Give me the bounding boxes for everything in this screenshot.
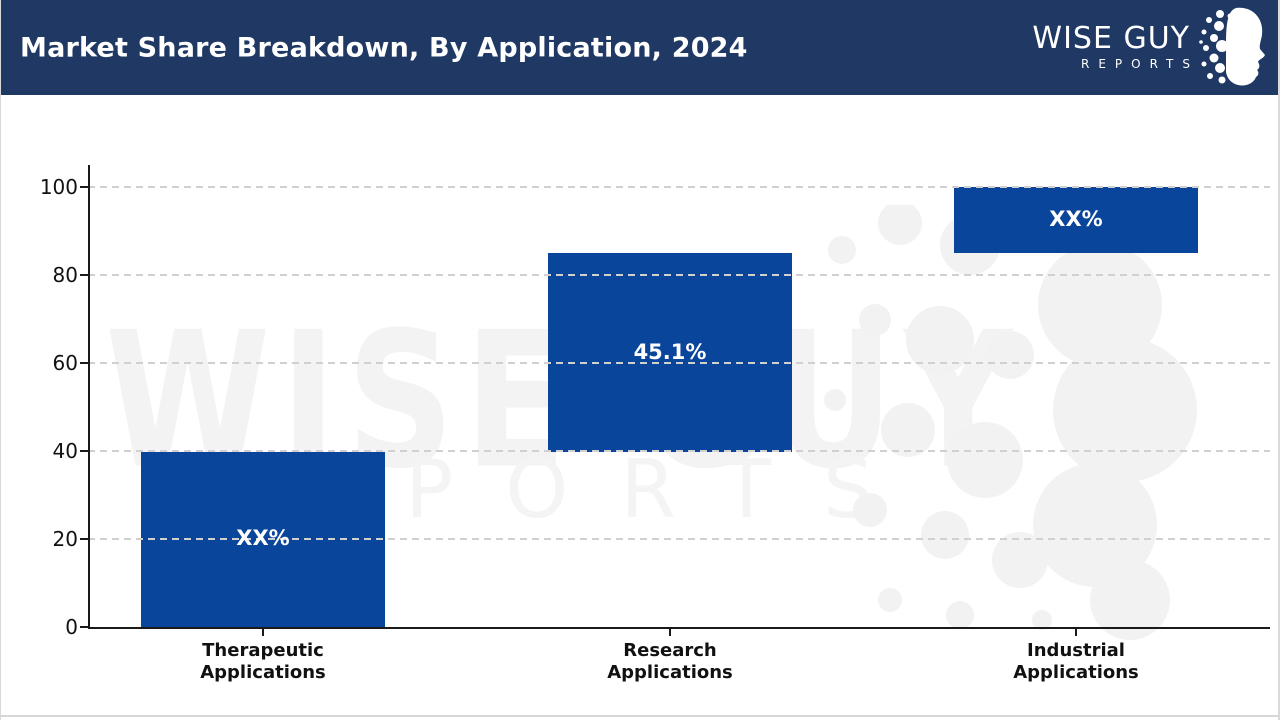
y-tick-label-100: 100 [39, 175, 78, 199]
figure-border-left [0, 0, 1, 720]
x-axis-line [88, 627, 1270, 629]
y-tick-mark-80 [80, 274, 88, 276]
y-tick-mark-100 [80, 186, 88, 188]
logo-subtitle: REPORTS [1080, 57, 1199, 71]
x-category-label-industrial: Industrial Applications [1013, 640, 1139, 683]
bar-research-applications [548, 253, 792, 452]
watermark-face-dots [824, 205, 1197, 640]
y-tick-mark-0 [80, 626, 88, 628]
y-tick-label-40: 40 [52, 439, 78, 463]
y-tick-label-20: 20 [52, 527, 78, 551]
x-tick-mark-2 [669, 627, 671, 636]
face-dots-icon [1199, 7, 1265, 86]
y-tick-label-60: 60 [52, 351, 78, 375]
gridline-80 [88, 274, 1270, 276]
figure-border-bottom [0, 715, 1280, 717]
logo-name: WISE GUY [1032, 21, 1190, 56]
bar-value-label-3: XX% [1049, 207, 1103, 232]
gridline-60 [88, 362, 1270, 364]
x-tick-mark-1 [262, 627, 264, 636]
bar-value-label-2: 45.1% [633, 339, 707, 364]
x-category-label-research: Research Applications [607, 640, 733, 683]
y-axis-line [88, 165, 90, 629]
wise-guy-logo: WISE GUY REPORTS [1032, 6, 1268, 88]
x-category-label-therapeutic: Therapeutic Applications [200, 640, 326, 683]
logo-wordmark: WISE GUY REPORTS [1032, 21, 1190, 72]
x-tick-mark-3 [1075, 627, 1077, 636]
y-tick-mark-60 [80, 362, 88, 364]
chart-area: WISE GUY REPORTS 0 20 40 60 80 100 XX% 45.1% XX… [0, 95, 1280, 716]
y-tick-mark-20 [80, 538, 88, 540]
gridline-20 [88, 538, 1270, 540]
gridline-40 [88, 450, 1270, 452]
y-tick-label-80: 80 [52, 263, 78, 287]
y-tick-mark-40 [80, 450, 88, 452]
header-bar: Market Share Breakdown, By Application, … [0, 0, 1280, 95]
page-title: Market Share Breakdown, By Application, … [20, 32, 748, 63]
bar-industrial-applications [954, 187, 1198, 254]
bar-value-label-1: XX% [236, 526, 290, 551]
y-tick-label-0: 0 [65, 615, 78, 639]
figure-border-right [1278, 0, 1280, 720]
gridline-100 [88, 186, 1270, 188]
